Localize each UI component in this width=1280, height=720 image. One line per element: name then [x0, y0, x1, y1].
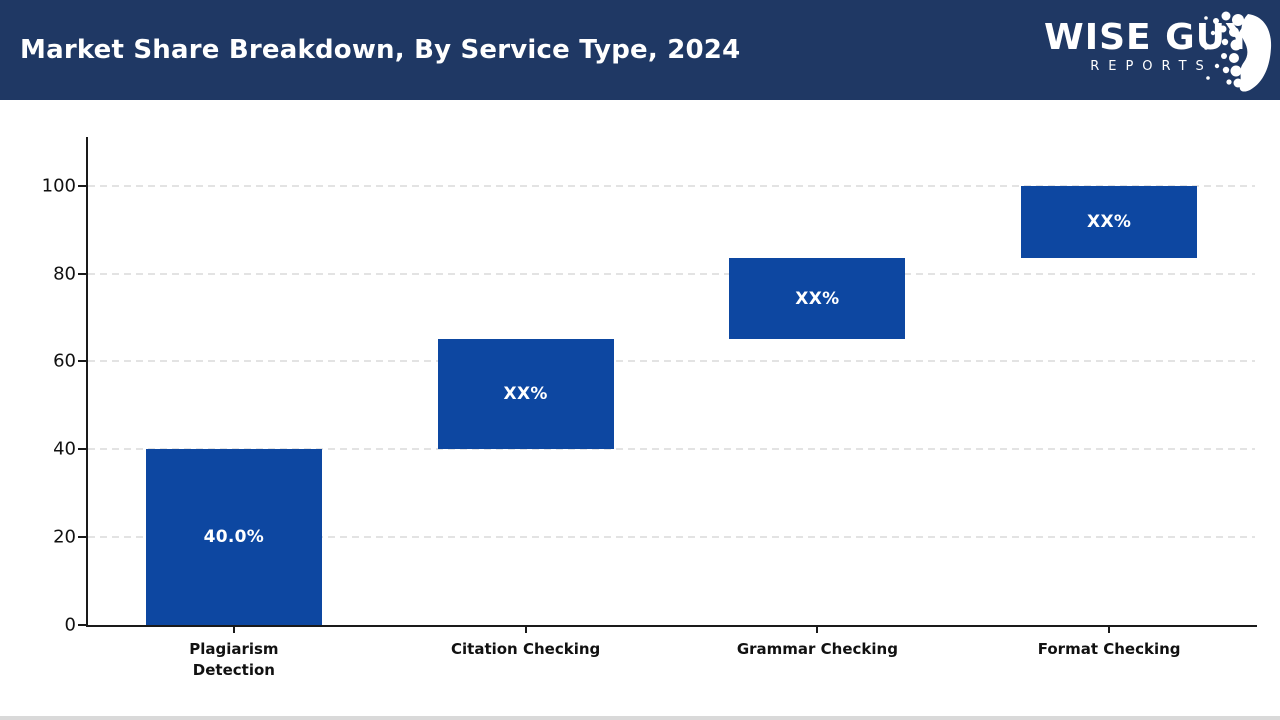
category-label-0: Plagiarism Detection — [189, 640, 279, 679]
bar-value-label-2: XX% — [795, 288, 840, 309]
plot-area: 0 20 40 60 80 100 40.0% Plagiarism Detection XX%… — [42, 137, 1257, 679]
page-title: Market Share Breakdown, By Service Type,… — [20, 35, 741, 65]
gridline-60 — [88, 360, 1255, 363]
category-label-2: Grammar Checking — [736, 640, 898, 658]
y-tick-label-20: 20 — [53, 526, 76, 548]
y-tick-mark-40 — [78, 448, 86, 451]
x-tick-mark-2 — [816, 625, 819, 633]
category-label-1: Citation Checking — [451, 640, 601, 658]
bar-value-label-3: XX% — [1087, 211, 1132, 232]
brand-name: WISE GUY — [1044, 17, 1254, 58]
brand-logo: WISE GUY REPORTS — [1016, 6, 1272, 94]
bar-value-label-1: XX% — [503, 384, 548, 405]
bar-0: 40.0% — [145, 449, 322, 625]
gridline-100 — [88, 184, 1255, 187]
bar-value-label-0: 40.0% — [203, 527, 265, 548]
bar-2: XX% — [729, 258, 906, 340]
gridline-80 — [88, 272, 1255, 275]
y-tick-label-80: 80 — [53, 263, 76, 285]
y-tick-label-60: 60 — [53, 350, 76, 372]
category-label-3: Format Checking — [1037, 640, 1181, 658]
x-tick-mark-1 — [524, 625, 527, 633]
gridline-20 — [88, 536, 1255, 539]
gridline-40 — [88, 448, 1255, 451]
y-tick-mark-0 — [78, 624, 86, 626]
bar-3: XX% — [1021, 185, 1198, 259]
header-bar: Market Share Breakdown, By Service Type,… — [0, 0, 1280, 100]
bar-1: XX% — [437, 339, 614, 450]
y-axis-line — [86, 137, 88, 627]
y-tick-mark-20 — [78, 536, 86, 539]
y-tick-label-40: 40 — [53, 438, 76, 460]
y-tick-mark-80 — [78, 272, 86, 275]
x-axis-line — [86, 625, 1257, 627]
bottom-edge-strip — [0, 716, 1280, 720]
x-tick-mark-3 — [1108, 625, 1111, 633]
y-tick-mark-100 — [78, 184, 86, 187]
face-profile-icon — [1204, 11, 1272, 92]
brand-logo-text: WISE GUY REPORTS — [1044, 17, 1254, 75]
y-tick-mark-60 — [78, 360, 86, 363]
y-tick-label-0: 0 — [64, 614, 76, 636]
brand-subname: REPORTS — [1090, 59, 1213, 74]
y-tick-label-100: 100 — [41, 175, 76, 197]
chart-area: 0 20 40 60 80 100 40.0% Plagiarism Detection XX%… — [0, 100, 1280, 716]
x-tick-mark-0 — [232, 625, 235, 633]
